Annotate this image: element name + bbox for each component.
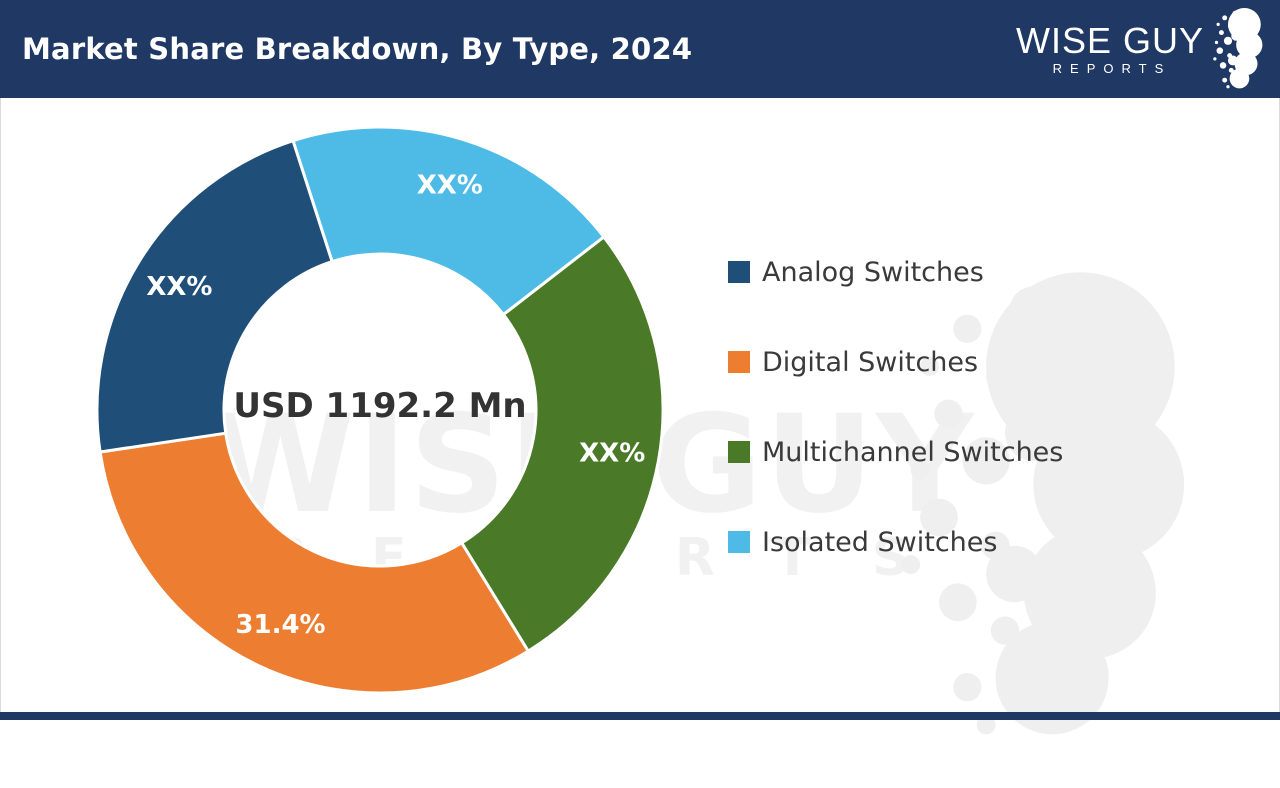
legend-label: Analog Switches [762, 256, 984, 288]
page-title: Market Share Breakdown, By Type, 2024 [22, 32, 693, 66]
logo-wordmark-line2: REPORTS [1052, 61, 1172, 76]
donut-slice-analog-switches [95, 139, 334, 454]
donut-chart: XX% XX% 31.4% XX% [95, 125, 665, 695]
legend-swatch-isolated [728, 531, 750, 553]
slice-label-multichannel-switches: XX% [579, 439, 645, 469]
donut-slice-digital-switches [98, 431, 530, 695]
legend-item-digital-switches: Digital Switches [728, 346, 979, 378]
slice-label-isolated-switches: XX% [417, 171, 483, 201]
donut-slice-multichannel-switches [460, 235, 665, 653]
logo-wordmark: WISE GUY REPORTS [1015, 20, 1204, 76]
header: Market Share Breakdown, By Type, 2024 WI… [0, 0, 1280, 98]
donut-center-label: USD 1192.2 Mn [233, 386, 527, 426]
legend-swatch-multichannel [728, 441, 750, 463]
slice-label-digital-switches: 31.4% [235, 610, 325, 640]
donut-slice-isolated-switches [291, 125, 606, 317]
legend-item-multichannel-switches: Multichannel Switches [728, 436, 1064, 468]
slice-label-analog-switches: XX% [146, 272, 212, 302]
legend-label: Isolated Switches [762, 526, 998, 558]
legend-label: Multichannel Switches [762, 436, 1064, 468]
legend-item-isolated-switches: Isolated Switches [728, 526, 998, 558]
legend-item-analog-switches: Analog Switches [728, 256, 984, 288]
legend-label: Digital Switches [762, 346, 979, 378]
logo-wordmark-line1: WISE GUY [1015, 20, 1204, 61]
legend-swatch-digital [728, 351, 750, 373]
brand-logo: WISE GUY REPORTS [1016, 8, 1280, 90]
legend-swatch-analog [728, 261, 750, 283]
footer-bar [0, 712, 1280, 720]
